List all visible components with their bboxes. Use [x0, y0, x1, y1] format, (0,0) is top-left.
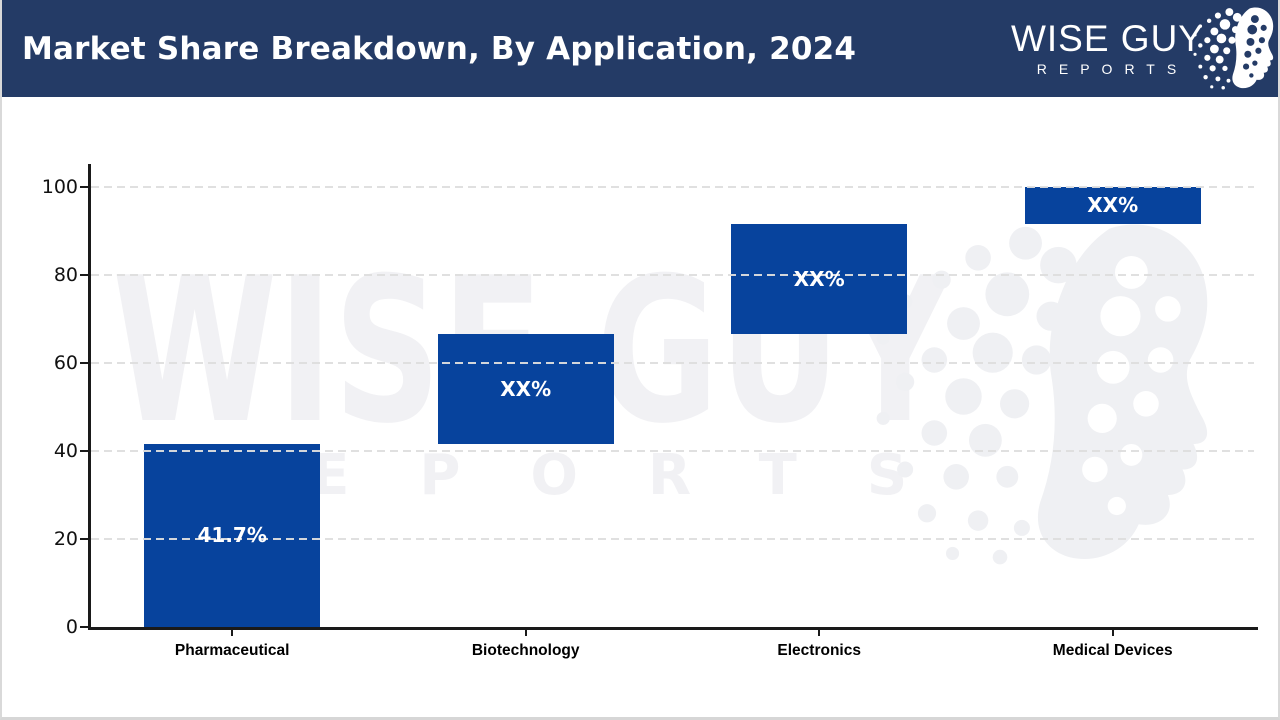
- header-band: Market Share Breakdown, By Application, …: [2, 0, 1278, 97]
- gridline-80: [91, 274, 1254, 276]
- category-label-electronics: Electronics: [777, 642, 861, 659]
- y-tick-80: [80, 274, 88, 276]
- x-axis-spine: [88, 627, 1258, 630]
- bar-medical-devices: [1024, 187, 1201, 224]
- bar-electronics: [731, 223, 908, 334]
- y-tick-label-60: 60: [53, 352, 78, 374]
- y-tick-100: [80, 186, 88, 188]
- wise-guy-reports-logo: WISE GUY REPORTS: [1011, 2, 1276, 95]
- logo-subtitle: REPORTS: [1036, 61, 1189, 77]
- x-tick-electronics: [818, 629, 821, 636]
- bar-value-label-biotechnology: XX%: [500, 376, 552, 401]
- bar-biotechnology: [437, 333, 614, 444]
- y-tick-60: [80, 362, 88, 364]
- bar-value-label-medical-devices: XX%: [1087, 193, 1139, 218]
- category-label-biotechnology: Biotechnology: [471, 642, 580, 659]
- bar-value-label-pharmaceutical: 41.7%: [197, 523, 267, 548]
- y-tick-label-20: 20: [53, 528, 78, 550]
- y-tick-40: [80, 450, 88, 452]
- gridline-100: [91, 186, 1254, 188]
- gridline-40: [91, 450, 1254, 452]
- category-label-medical-devices: Medical Devices: [1052, 642, 1173, 659]
- bar-value-label-electronics: XX%: [793, 266, 845, 291]
- y-tick-label-100: 100: [41, 176, 78, 198]
- bar-pharmaceutical: [144, 443, 321, 627]
- y-axis-spine: [88, 164, 91, 630]
- y-tick-20: [80, 538, 88, 540]
- page-title: Market Share Breakdown, By Application, …: [22, 30, 857, 67]
- y-tick-0: [80, 626, 88, 628]
- logo-wordmark: WISE GUY: [1010, 18, 1204, 59]
- gridline-60: [91, 362, 1254, 364]
- watermark-face-icon: [854, 214, 1219, 579]
- x-tick-medical-devices: [1111, 629, 1114, 636]
- category-label-pharmaceutical: Pharmaceutical: [174, 642, 290, 659]
- y-tick-label-0: 0: [65, 616, 78, 638]
- y-tick-label-40: 40: [53, 440, 78, 462]
- x-tick-biotechnology: [524, 629, 527, 636]
- gridline-20: [91, 538, 1254, 540]
- x-tick-pharmaceutical: [231, 629, 234, 636]
- y-tick-label-80: 80: [53, 264, 78, 286]
- dotted-face-icon: [1188, 5, 1276, 93]
